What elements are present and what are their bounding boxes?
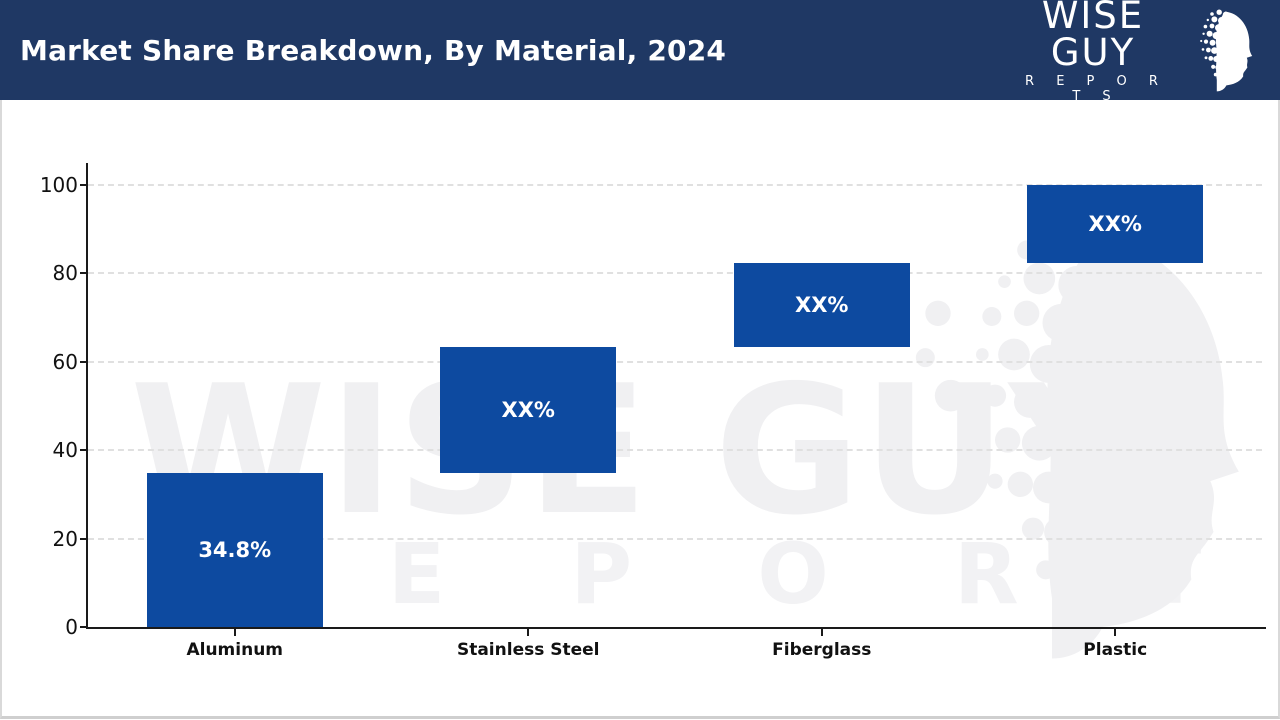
y-gridline [88, 537, 1262, 540]
wise-guy-logo: WISE GUY R E P O R T S [1006, 0, 1266, 104]
x-axis-category-label: Stainless Steel [456, 640, 600, 660]
y-gridline [88, 184, 1262, 187]
y-axis-tick-label: 100 [39, 173, 78, 198]
x-axis-tickmark [820, 629, 823, 636]
y-axis-tick-label: 40 [52, 438, 78, 463]
x-axis-category-label: Plastic [1083, 640, 1148, 660]
header-bar: Market Share Breakdown, By Material, 202… [0, 0, 1280, 104]
logo-subtitle: R E P O R T S [1025, 73, 1167, 104]
x-axis-tickmark [233, 629, 236, 636]
y-axis-tickmark [80, 449, 88, 452]
y-axis-line [86, 163, 88, 629]
x-axis-tickmark [1114, 629, 1117, 636]
x-axis-tickmark [527, 629, 530, 636]
y-axis-tickmark [80, 360, 88, 363]
y-axis-tickmark [80, 272, 88, 275]
y-axis-tickmark [80, 626, 88, 628]
logo-text: WISE GUY R E P O R T S [1006, 0, 1180, 104]
y-gridline [88, 360, 1262, 363]
logo-head-icon [1200, 9, 1253, 92]
y-gridline [88, 272, 1262, 275]
y-axis-tickmark [80, 184, 88, 187]
y-axis-tick-label: 20 [52, 526, 78, 551]
page-title: Market Share Breakdown, By Material, 202… [20, 33, 727, 67]
logo-wordmark: WISE GUY [1041, 0, 1145, 74]
watermark-head-icon [915, 226, 1239, 659]
bar-value-label: XX% [1088, 211, 1142, 236]
bar-stainless-steel: XX% [440, 346, 617, 474]
y-axis-tick-label: 80 [52, 261, 78, 286]
bar-aluminum: 34.8% [146, 473, 323, 627]
bar-value-label: 34.8% [198, 538, 272, 563]
bar-value-label: XX% [501, 398, 555, 423]
bar-plastic: XX% [1027, 185, 1204, 263]
y-axis-tickmark [80, 537, 88, 540]
x-axis-line [86, 627, 1266, 629]
x-axis-category-label: Aluminum [186, 640, 284, 660]
y-axis-tick-label: 60 [52, 349, 78, 374]
bar-value-label: XX% [795, 293, 849, 318]
x-axis-category-label: Fiberglass [772, 640, 872, 660]
y-axis-tick-label: 0 [65, 615, 78, 639]
y-gridline [88, 449, 1262, 452]
bar-fiberglass: XX% [733, 263, 910, 347]
